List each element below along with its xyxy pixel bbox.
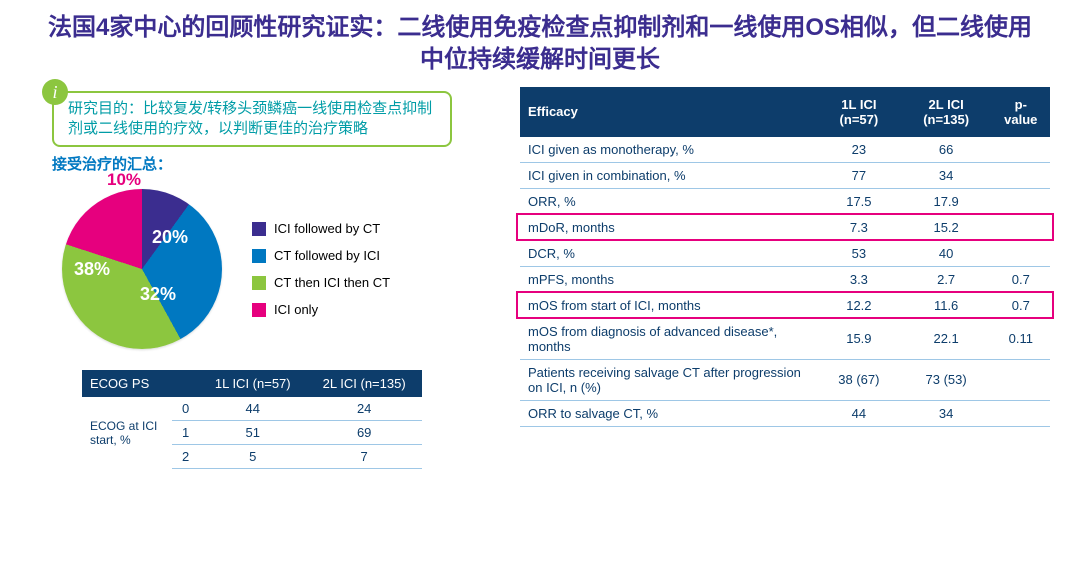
efficacy-cell: ORR to salvage CT, %: [520, 400, 817, 426]
efficacy-cell: [992, 137, 1050, 163]
ecog-rowgroup-label: ECOG at ICI start, %: [82, 397, 172, 469]
efficacy-cell: [992, 240, 1050, 266]
ecog-cell: 24: [306, 397, 422, 421]
efficacy-cell: 66: [901, 137, 992, 163]
efficacy-cell: 22.1: [901, 318, 992, 359]
efficacy-cell: 12.2: [817, 292, 901, 318]
efficacy-cell: 17.9: [901, 188, 992, 214]
pie-legend: ICI followed by CT CT followed by ICI CT t…: [252, 221, 390, 317]
legend-label: ICI followed by CT: [274, 221, 380, 236]
ecog-cell: 44: [199, 397, 306, 421]
ecog-cell: 2: [172, 445, 199, 469]
ecog-row: ECOG at ICI start, %04424: [82, 397, 422, 421]
efficacy-cell: 0.11: [992, 318, 1050, 359]
legend-label: CT followed by ICI: [274, 248, 380, 263]
efficacy-cell: 3.3: [817, 266, 901, 292]
legend-item: ICI only: [252, 302, 390, 317]
slide-title: 法国4家中心的回顾性研究证实：二线使用免疫检查点抑制剂和一线使用OS相似，但二线…: [0, 0, 1080, 77]
efficacy-cell: 23: [817, 137, 901, 163]
objective-box: 研究目的：比较复发/转移头颈鳞癌一线使用检查点抑制剂或二线使用的疗效，以判断更佳…: [52, 91, 452, 148]
efficacy-cell: [992, 214, 1050, 240]
pie-label-38: 38%: [74, 259, 110, 280]
efficacy-row: mOS from start of ICI, months12.211.60.7: [520, 292, 1050, 318]
ecog-header-ps: ECOG PS: [82, 370, 199, 397]
efficacy-row: mDoR, months7.315.2: [520, 214, 1050, 240]
pie-label-ici-only: 10%: [107, 170, 141, 190]
efficacy-cell: [992, 188, 1050, 214]
pie-chart: 20% 32% 38%: [62, 189, 222, 349]
efficacy-cell: 38 (67): [817, 359, 901, 400]
ecog-cell: 51: [199, 421, 306, 445]
legend-swatch: [252, 276, 266, 290]
efficacy-cell: 77: [817, 162, 901, 188]
efficacy-cell: ICI given in combination, %: [520, 162, 817, 188]
ecog-cell: 69: [306, 421, 422, 445]
pie-chart-wrap: 10% 20% 32% 38% ICI followed by CTCT fol…: [62, 174, 490, 364]
legend-swatch: [252, 249, 266, 263]
efficacy-cell: DCR, %: [520, 240, 817, 266]
efficacy-header-row: Efficacy 1L ICI (n=57) 2L ICI (n=135) p-…: [520, 87, 1050, 137]
ecog-cell: 0: [172, 397, 199, 421]
efficacy-cell: 53: [817, 240, 901, 266]
efficacy-cell: mDoR, months: [520, 214, 817, 240]
legend-item: CT then ICI then CT: [252, 275, 390, 290]
efficacy-row: ORR to salvage CT, %4434: [520, 400, 1050, 426]
efficacy-cell: 40: [901, 240, 992, 266]
efficacy-cell: 44: [817, 400, 901, 426]
efficacy-cell: 17.5: [817, 188, 901, 214]
main-layout: i 研究目的：比较复发/转移头颈鳞癌一线使用检查点抑制剂或二线使用的疗效，以判断…: [0, 77, 1080, 470]
efficacy-cell: [992, 162, 1050, 188]
ecog-header-2l: 2L ICI (n=135): [306, 370, 422, 397]
ecog-cell: 7: [306, 445, 422, 469]
eff-h-3: p-value: [992, 87, 1050, 137]
efficacy-cell: 15.9: [817, 318, 901, 359]
efficacy-row: Patients receiving salvage CT after prog…: [520, 359, 1050, 400]
efficacy-cell: 7.3: [817, 214, 901, 240]
efficacy-cell: mPFS, months: [520, 266, 817, 292]
eff-h-0: Efficacy: [520, 87, 817, 137]
pie-label-32: 32%: [140, 284, 176, 305]
left-column: i 研究目的：比较复发/转移头颈鳞癌一线使用检查点抑制剂或二线使用的疗效，以判断…: [30, 87, 490, 470]
eff-h-2: 2L ICI (n=135): [901, 87, 992, 137]
efficacy-row: ICI given as monotherapy, %2366: [520, 137, 1050, 163]
efficacy-cell: 2.7: [901, 266, 992, 292]
efficacy-cell: 34: [901, 400, 992, 426]
efficacy-row: ICI given in combination, %7734: [520, 162, 1050, 188]
eff-h-1: 1L ICI (n=57): [817, 87, 901, 137]
legend-swatch: [252, 222, 266, 236]
legend-label: CT then ICI then CT: [274, 275, 390, 290]
efficacy-cell: 73 (53): [901, 359, 992, 400]
efficacy-cell: ORR, %: [520, 188, 817, 214]
ecog-table: ECOG PS 1L ICI (n=57) 2L ICI (n=135) ECO…: [82, 370, 422, 469]
efficacy-cell: 34: [901, 162, 992, 188]
efficacy-cell: 11.6: [901, 292, 992, 318]
efficacy-cell: [992, 359, 1050, 400]
efficacy-row: mPFS, months3.32.70.7: [520, 266, 1050, 292]
ecog-header-1l: 1L ICI (n=57): [199, 370, 306, 397]
efficacy-cell: mOS from diagnosis of advanced disease*,…: [520, 318, 817, 359]
legend-label: ICI only: [274, 302, 318, 317]
efficacy-row: mOS from diagnosis of advanced disease*,…: [520, 318, 1050, 359]
right-column: Efficacy 1L ICI (n=57) 2L ICI (n=135) p-…: [520, 87, 1050, 470]
efficacy-cell: 15.2: [901, 214, 992, 240]
ecog-cell: 1: [172, 421, 199, 445]
ecog-header-row: ECOG PS 1L ICI (n=57) 2L ICI (n=135): [82, 370, 422, 397]
pie-label-20: 20%: [152, 227, 188, 248]
legend-swatch: [252, 303, 266, 317]
efficacy-cell: mOS from start of ICI, months: [520, 292, 817, 318]
efficacy-row: DCR, %5340: [520, 240, 1050, 266]
efficacy-wrap: Efficacy 1L ICI (n=57) 2L ICI (n=135) p-…: [520, 87, 1050, 427]
info-icon: i: [42, 79, 68, 105]
efficacy-row: ORR, %17.517.9: [520, 188, 1050, 214]
efficacy-cell: 0.7: [992, 292, 1050, 318]
efficacy-cell: [992, 400, 1050, 426]
efficacy-cell: 0.7: [992, 266, 1050, 292]
efficacy-cell: ICI given as monotherapy, %: [520, 137, 817, 163]
efficacy-cell: Patients receiving salvage CT after prog…: [520, 359, 817, 400]
legend-item: ICI followed by CT: [252, 221, 390, 236]
ecog-cell: 5: [199, 445, 306, 469]
efficacy-table: Efficacy 1L ICI (n=57) 2L ICI (n=135) p-…: [520, 87, 1050, 427]
legend-item: CT followed by ICI: [252, 248, 390, 263]
